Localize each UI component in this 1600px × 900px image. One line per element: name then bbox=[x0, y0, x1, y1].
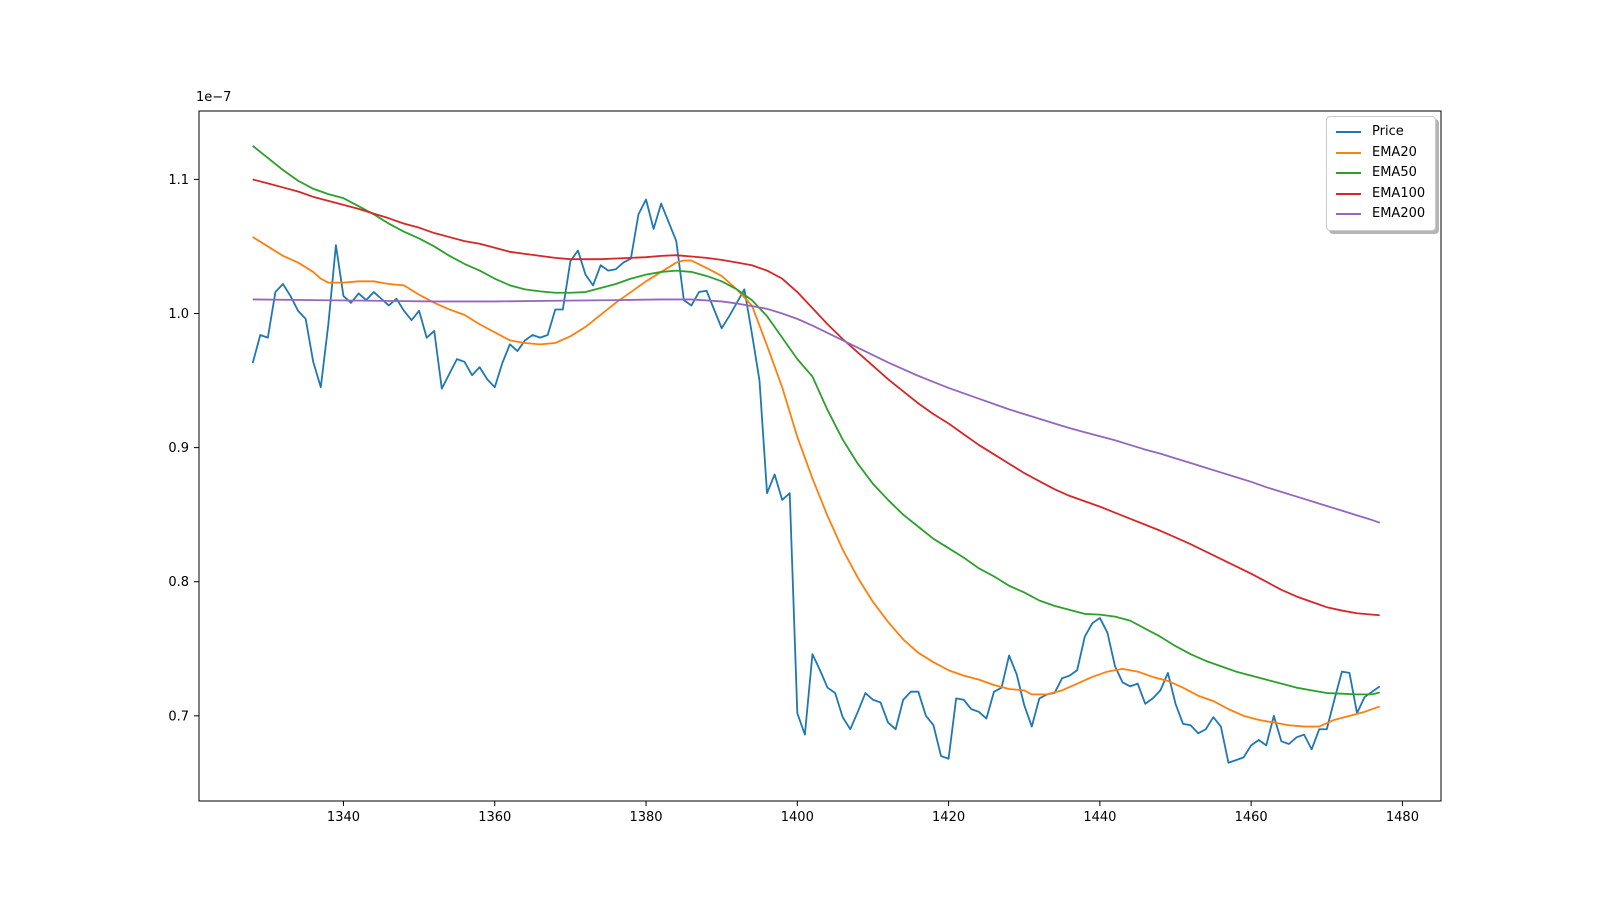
legend-label-ema50: EMA50 bbox=[1372, 165, 1417, 180]
axes-frame bbox=[198, 110, 1442, 802]
x-tick-label: 1480 bbox=[1386, 810, 1419, 825]
legend-item-ema20: EMA20 bbox=[1336, 143, 1425, 164]
ema50-line bbox=[252, 145, 1380, 696]
legend-item-ema200: EMA200 bbox=[1336, 204, 1425, 225]
x-tick-label: 1380 bbox=[629, 810, 662, 825]
legend-swatch-price-line bbox=[1336, 131, 1361, 134]
ema100-line bbox=[252, 178, 1380, 617]
legend-label-ema100: EMA100 bbox=[1372, 185, 1426, 201]
legend: Price EMA20 EMA50 EMA100 EMA200 bbox=[1326, 116, 1437, 231]
y-tick-label: 1.1 bbox=[168, 173, 189, 188]
y-tick-label: 1.0 bbox=[168, 307, 189, 322]
legend-label-ema20: EMA20 bbox=[1372, 144, 1417, 160]
price-line bbox=[251, 198, 1381, 764]
legend-item-ema100: EMA100 bbox=[1336, 184, 1425, 205]
y-tick-label: 0.9 bbox=[168, 441, 189, 456]
y-tick-label: 0.8 bbox=[168, 575, 189, 590]
y-axis-offset-label: 1e−7 bbox=[196, 90, 231, 105]
legend-item-ema50: EMA50 bbox=[1336, 163, 1425, 184]
legend-swatch-ema50-line bbox=[1336, 172, 1361, 175]
legend-item-price: Price bbox=[1336, 122, 1425, 143]
x-tick-label: 1360 bbox=[478, 810, 511, 825]
legend-swatch-ema200-line bbox=[1336, 213, 1361, 216]
x-tick-label: 1460 bbox=[1235, 810, 1268, 825]
x-tick-label: 1440 bbox=[1083, 810, 1116, 825]
legend-label-ema200: EMA200 bbox=[1372, 206, 1426, 221]
legend-swatch-ema100-line bbox=[1336, 192, 1361, 195]
x-tick-label: 1400 bbox=[781, 810, 814, 825]
y-tick-label: 0.7 bbox=[168, 709, 189, 724]
ema200-line bbox=[252, 298, 1381, 524]
x-tick-label: 1340 bbox=[327, 810, 360, 825]
x-tick-label: 1420 bbox=[932, 810, 965, 825]
legend-label-price: Price bbox=[1372, 124, 1404, 139]
legend-swatch-ema20-line bbox=[1336, 151, 1361, 154]
